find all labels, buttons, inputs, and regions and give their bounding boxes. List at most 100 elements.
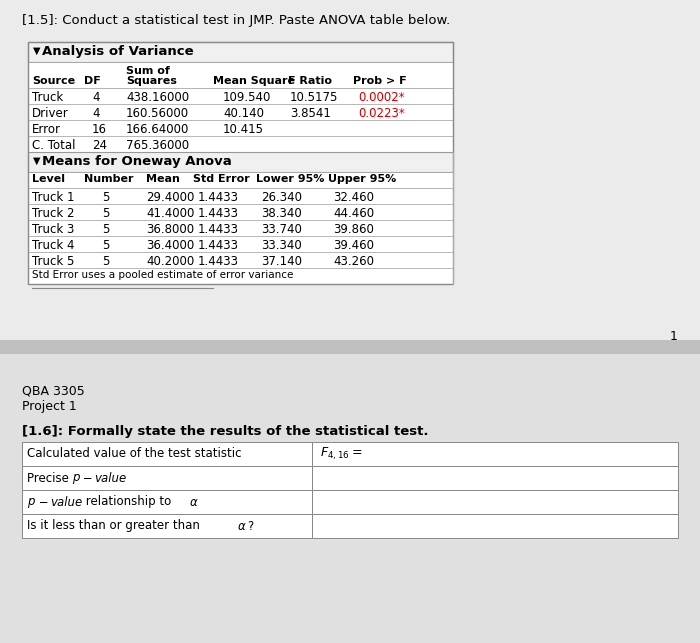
Text: Squares: Squares bbox=[126, 76, 177, 86]
Text: 0.0223*: 0.0223* bbox=[358, 107, 405, 120]
Text: Truck 5: Truck 5 bbox=[32, 255, 74, 268]
Text: 33.740: 33.740 bbox=[261, 223, 302, 236]
Text: 765.36000: 765.36000 bbox=[126, 139, 189, 152]
Text: Truck: Truck bbox=[32, 91, 63, 104]
Text: Mean Square: Mean Square bbox=[213, 76, 295, 86]
Bar bbox=[28, 104, 453, 120]
Text: 5: 5 bbox=[102, 239, 109, 252]
Text: 36.4000: 36.4000 bbox=[146, 239, 195, 252]
Text: Truck 3: Truck 3 bbox=[32, 223, 74, 236]
Bar bbox=[28, 42, 453, 284]
Text: Std Error: Std Error bbox=[193, 174, 250, 184]
Bar bbox=[28, 152, 453, 172]
Text: 37.140: 37.140 bbox=[261, 255, 302, 268]
Text: 43.260: 43.260 bbox=[333, 255, 374, 268]
Bar bbox=[0, 354, 700, 643]
Bar bbox=[22, 466, 312, 490]
Bar bbox=[28, 268, 453, 284]
Text: 1.4433: 1.4433 bbox=[198, 223, 239, 236]
Text: Mean: Mean bbox=[146, 174, 180, 184]
Text: Precise: Precise bbox=[27, 471, 73, 484]
Text: 26.340: 26.340 bbox=[261, 191, 302, 204]
Text: QBA 3305: QBA 3305 bbox=[22, 385, 85, 398]
Text: 10.415: 10.415 bbox=[223, 123, 264, 136]
Text: 5: 5 bbox=[102, 191, 109, 204]
Bar bbox=[0, 340, 700, 354]
Text: Is it less than or greater than: Is it less than or greater than bbox=[27, 520, 204, 532]
Text: 40.140: 40.140 bbox=[223, 107, 264, 120]
Text: 10.5175: 10.5175 bbox=[290, 91, 338, 104]
Text: Upper 95%: Upper 95% bbox=[328, 174, 396, 184]
Text: 1.4433: 1.4433 bbox=[198, 207, 239, 220]
Text: p: p bbox=[72, 471, 80, 484]
Text: value: value bbox=[50, 496, 83, 509]
Bar bbox=[28, 120, 453, 136]
Text: Source: Source bbox=[32, 76, 75, 86]
Text: Std Error uses a pooled estimate of error variance: Std Error uses a pooled estimate of erro… bbox=[32, 270, 293, 280]
Text: ▼: ▼ bbox=[33, 46, 41, 55]
Bar bbox=[28, 252, 453, 268]
Text: Prob > F: Prob > F bbox=[353, 76, 407, 86]
Text: 109.540: 109.540 bbox=[223, 91, 272, 104]
Text: 1.4433: 1.4433 bbox=[198, 239, 239, 252]
Text: ?: ? bbox=[247, 520, 253, 532]
Text: DF: DF bbox=[84, 76, 101, 86]
Bar bbox=[22, 490, 312, 514]
Text: α: α bbox=[190, 496, 197, 509]
Bar bbox=[28, 88, 453, 104]
Text: 33.340: 33.340 bbox=[261, 239, 302, 252]
Text: α: α bbox=[238, 520, 246, 532]
Text: Sum of: Sum of bbox=[126, 66, 170, 76]
Text: ▼: ▼ bbox=[33, 156, 41, 165]
Text: 40.2000: 40.2000 bbox=[146, 255, 195, 268]
Text: Truck 1: Truck 1 bbox=[32, 191, 74, 204]
Text: Driver: Driver bbox=[32, 107, 69, 120]
Text: 1.4433: 1.4433 bbox=[198, 255, 239, 268]
Bar bbox=[312, 490, 678, 514]
Text: 166.64000: 166.64000 bbox=[126, 123, 190, 136]
Text: Truck 4: Truck 4 bbox=[32, 239, 74, 252]
Text: Analysis of Variance: Analysis of Variance bbox=[42, 46, 194, 59]
Bar bbox=[28, 236, 453, 252]
Bar bbox=[28, 204, 453, 220]
Text: 32.460: 32.460 bbox=[333, 191, 374, 204]
Text: 4: 4 bbox=[92, 107, 99, 120]
Text: 44.460: 44.460 bbox=[333, 207, 374, 220]
Text: Means for Oneway Anova: Means for Oneway Anova bbox=[42, 156, 232, 168]
Text: $F_{4,16}=$: $F_{4,16}=$ bbox=[320, 446, 363, 462]
Text: Project 1: Project 1 bbox=[22, 400, 77, 413]
Text: 41.4000: 41.4000 bbox=[146, 207, 195, 220]
Text: 0.0002*: 0.0002* bbox=[358, 91, 405, 104]
Bar bbox=[312, 514, 678, 538]
Text: 1: 1 bbox=[670, 330, 678, 343]
Text: C. Total: C. Total bbox=[32, 139, 76, 152]
Text: [1.5]: Conduct a statistical test in JMP. Paste ANOVA table below.: [1.5]: Conduct a statistical test in JMP… bbox=[22, 14, 450, 27]
Bar bbox=[28, 42, 453, 62]
Bar bbox=[312, 442, 678, 466]
Text: F Ratio: F Ratio bbox=[288, 76, 332, 86]
Text: Error: Error bbox=[32, 123, 61, 136]
Bar bbox=[312, 466, 678, 490]
Text: relationship to: relationship to bbox=[82, 496, 175, 509]
Text: 24: 24 bbox=[92, 139, 107, 152]
Text: 5: 5 bbox=[102, 255, 109, 268]
Text: 5: 5 bbox=[102, 207, 109, 220]
Bar bbox=[22, 514, 312, 538]
Text: 1.4433: 1.4433 bbox=[198, 191, 239, 204]
Text: 3.8541: 3.8541 bbox=[290, 107, 331, 120]
Text: −: − bbox=[79, 471, 97, 484]
Bar bbox=[28, 220, 453, 236]
Text: Truck 2: Truck 2 bbox=[32, 207, 74, 220]
Text: 438.16000: 438.16000 bbox=[126, 91, 189, 104]
Text: 39.860: 39.860 bbox=[333, 223, 374, 236]
Text: 36.8000: 36.8000 bbox=[146, 223, 194, 236]
Bar bbox=[28, 188, 453, 204]
Text: 39.460: 39.460 bbox=[333, 239, 374, 252]
Bar bbox=[22, 442, 312, 466]
Bar bbox=[0, 0, 700, 340]
Text: 160.56000: 160.56000 bbox=[126, 107, 189, 120]
Text: Level: Level bbox=[32, 174, 65, 184]
Text: value: value bbox=[94, 471, 126, 484]
Text: 16: 16 bbox=[92, 123, 107, 136]
Text: Number: Number bbox=[84, 174, 134, 184]
